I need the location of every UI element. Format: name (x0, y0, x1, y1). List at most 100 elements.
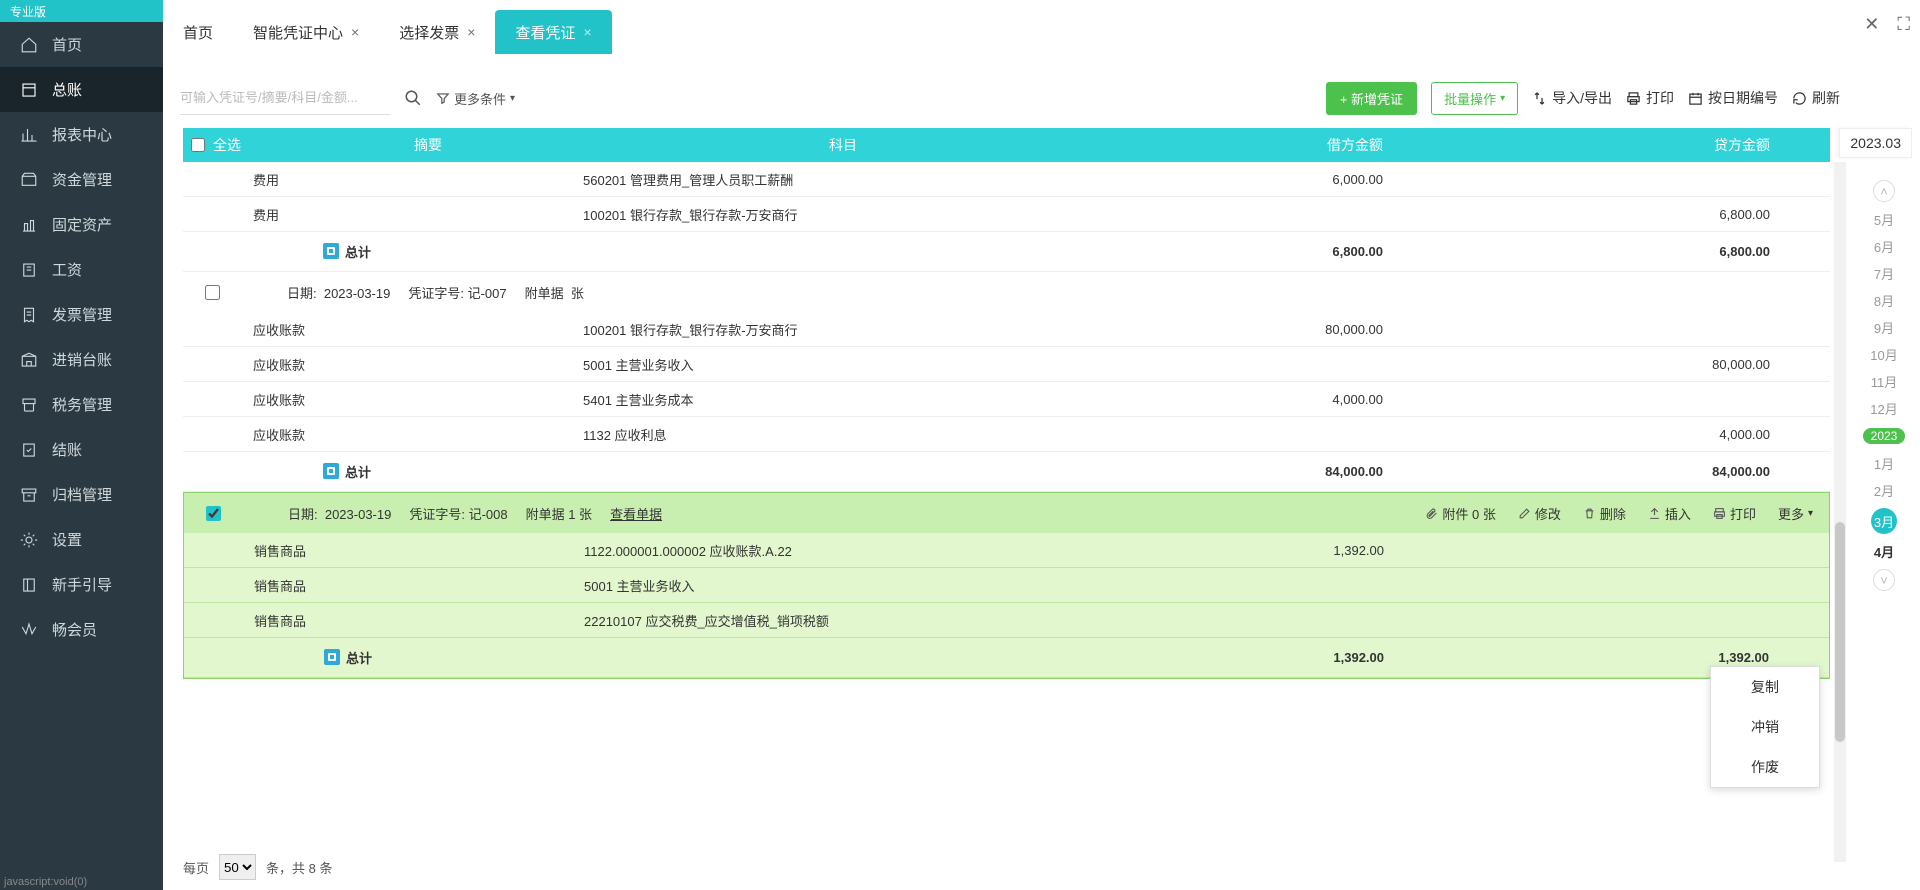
action-insert[interactable]: 插入 (1648, 504, 1691, 523)
table-row[interactable]: 销售商品 1122.000001.000002 应收账款.A.22 1,392.… (184, 533, 1829, 568)
voucher-attach: 附单据 1 张 (526, 504, 592, 523)
asset-icon (20, 216, 38, 234)
sidebar-item-inventory[interactable]: 进销台账 (0, 337, 163, 382)
cell-account: 100201 银行存款_银行存款-万安商行 (583, 205, 1103, 224)
sort-by-date-button[interactable]: 按日期编号 (1688, 88, 1778, 108)
voucher-checkbox[interactable] (205, 285, 220, 300)
per-page-select[interactable]: 50 (219, 854, 256, 880)
total-credit: 84,000.00 (1423, 464, 1830, 479)
cell-debit: 80,000.00 (1103, 322, 1423, 337)
timeline-up-icon[interactable]: ˄ (1873, 180, 1895, 202)
tab-close-icon[interactable]: × (351, 24, 359, 40)
tab-智能凭证中心[interactable]: 智能凭证中心× (233, 10, 379, 54)
table-row[interactable]: 费用 560201 管理费用_管理人员职工薪酬 6,000.00 (183, 162, 1830, 197)
sidebar-item-chart[interactable]: 报表中心 (0, 112, 163, 157)
batch-ops-button[interactable]: 批量操作▾ (1431, 82, 1518, 115)
tab-label: 查看凭证 (515, 22, 575, 43)
sidebar-item-invoice[interactable]: 发票管理 (0, 292, 163, 337)
search-icon[interactable] (404, 89, 422, 107)
timeline-month[interactable]: 12月 (1870, 399, 1897, 418)
total-row: 总计 84,000.00 84,000.00 (183, 452, 1830, 492)
tab-首页[interactable]: 首页 (163, 10, 233, 54)
action-more[interactable]: 更多 ▾ (1778, 504, 1813, 523)
timeline-month[interactable]: 10月 (1870, 345, 1897, 364)
new-voucher-button[interactable]: + 新增凭证 (1326, 82, 1417, 115)
close-panel-icon[interactable]: ✕ (1864, 14, 1879, 35)
sidebar-item-archive[interactable]: 归档管理 (0, 472, 163, 517)
table-row[interactable]: 销售商品 22210107 应交税费_应交增值税_销项税额 (184, 603, 1829, 638)
sidebar-item-gear[interactable]: 设置 (0, 517, 163, 562)
current-period-badge[interactable]: 2023.03 (1839, 128, 1912, 158)
per-page-label: 每页 (183, 858, 209, 877)
pager-summary: 条，共 8 条 (266, 858, 332, 877)
tab-close-icon[interactable]: × (467, 24, 475, 40)
timeline-month[interactable]: 4月 (1874, 542, 1894, 561)
voucher-date: 日期: 2023-03-19 (288, 504, 391, 523)
cell-credit: 80,000.00 (1423, 357, 1830, 372)
table-row[interactable]: 销售商品 5001 主营业务收入 (184, 568, 1829, 603)
sidebar-item-salary[interactable]: 工资 (0, 247, 163, 292)
timeline-month[interactable]: 8月 (1874, 291, 1894, 310)
tab-选择发票[interactable]: 选择发票 × (379, 10, 495, 54)
sidebar-item-home[interactable]: 首页 (0, 22, 163, 67)
select-all-checkbox[interactable] (191, 138, 205, 152)
table-row[interactable]: 应收账款 5001 主营业务收入 80,000.00 (183, 347, 1830, 382)
tab-label: 选择发票 (399, 22, 459, 43)
filter-more-button[interactable]: 更多条件 ▾ (436, 89, 515, 108)
voucher-date: 日期: 2023-03-19 (287, 283, 390, 302)
tab-close-icon[interactable]: × (583, 24, 591, 40)
view-documents-link[interactable]: 查看单据 (610, 504, 662, 523)
search-input[interactable] (180, 81, 390, 115)
tab-查看凭证[interactable]: 查看凭证 × (495, 10, 611, 54)
sidebar-item-tax[interactable]: 税务管理 (0, 382, 163, 427)
timeline-down-icon[interactable]: ˅ (1873, 569, 1895, 591)
col-select-all[interactable]: 全选 (213, 135, 273, 155)
timeline-month[interactable]: 1月 (1874, 454, 1894, 473)
cell-debit: 6,000.00 (1103, 172, 1423, 187)
sidebar-item-label: 税务管理 (52, 394, 112, 415)
timeline-month[interactable]: 3月 (1871, 508, 1897, 534)
refresh-button[interactable]: 刷新 (1792, 88, 1840, 108)
inventory-icon (20, 351, 38, 369)
wallet-icon (20, 171, 38, 189)
timeline-month[interactable]: 5月 (1874, 210, 1894, 229)
table-row[interactable]: 应收账款 1132 应收利息 4,000.00 (183, 417, 1830, 452)
sidebar-item-close[interactable]: 结账 (0, 427, 163, 472)
action-delete[interactable]: 删除 (1583, 504, 1626, 523)
sidebar-item-guide[interactable]: 新手引导 (0, 562, 163, 607)
dropdown-reverse[interactable]: 冲销 (1711, 707, 1819, 747)
expand-icon[interactable]: ⛶ (1897, 14, 1910, 35)
sidebar-item-ledger[interactable]: 总账 (0, 67, 163, 112)
sidebar-item-vip[interactable]: 畅会员 (0, 607, 163, 652)
voucher-checkbox[interactable] (206, 506, 221, 521)
dropdown-copy[interactable]: 复制 (1711, 667, 1819, 707)
action-print[interactable]: 打印 (1713, 504, 1756, 523)
timeline-month[interactable]: 6月 (1874, 237, 1894, 256)
sidebar-item-label: 工资 (52, 259, 82, 280)
sidebar-item-wallet[interactable]: 资金管理 (0, 157, 163, 202)
status-bar: javascript:void(0) (4, 876, 87, 888)
table-row[interactable]: 应收账款 5401 主营业务成本 4,000.00 (183, 382, 1830, 417)
vertical-scrollbar[interactable] (1834, 162, 1846, 862)
table-row[interactable]: 费用 100201 银行存款_银行存款-万安商行 6,800.00 (183, 197, 1830, 232)
scrollbar-thumb[interactable] (1835, 522, 1845, 742)
cell-summary: 应收账款 (253, 425, 583, 444)
timeline-month[interactable]: 11月 (1871, 372, 1898, 391)
sidebar-item-asset[interactable]: 固定资产 (0, 202, 163, 247)
action-attachment[interactable]: 附件 0 张 (1425, 504, 1495, 523)
cell-debit: 1,392.00 (1104, 543, 1424, 558)
action-edit[interactable]: 修改 (1518, 504, 1561, 523)
import-export-button[interactable]: 导入/导出 (1532, 88, 1612, 108)
cell-credit: 6,800.00 (1423, 207, 1830, 222)
timeline-month[interactable]: 2月 (1874, 481, 1894, 500)
cell-summary: 应收账款 (253, 355, 583, 374)
more-dropdown-menu: 复制 冲销 作废 (1710, 666, 1820, 788)
table-row[interactable]: 应收账款 100201 银行存款_银行存款-万安商行 80,000.00 (183, 312, 1830, 347)
timeline-month[interactable]: 7月 (1874, 264, 1894, 283)
cell-debit: 4,000.00 (1103, 392, 1423, 407)
timeline-month[interactable]: 9月 (1874, 318, 1894, 337)
cell-account: 5001 主营业务收入 (583, 355, 1103, 374)
print-button[interactable]: 打印 (1626, 88, 1674, 108)
voucher-attach: 附单据 张 (525, 283, 584, 302)
dropdown-void[interactable]: 作废 (1711, 747, 1819, 787)
